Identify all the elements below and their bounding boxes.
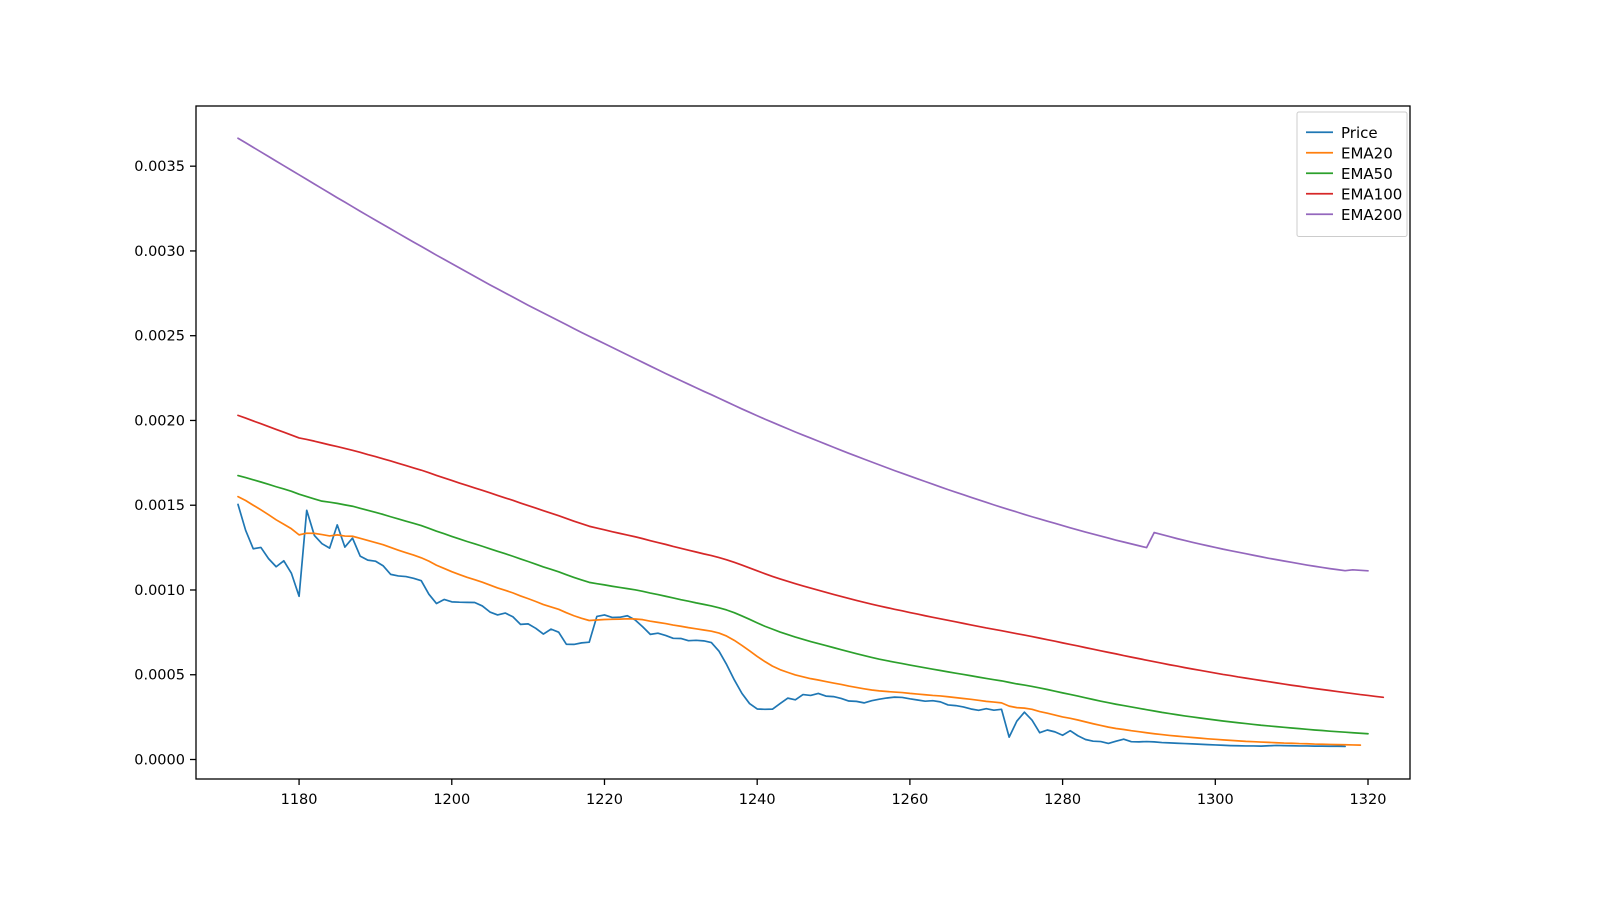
y-tick-label: 0.0030 bbox=[134, 244, 185, 260]
legend-frame bbox=[1296, 111, 1408, 237]
y-tick-label: 0.0000 bbox=[134, 753, 185, 769]
x-tick-label: 1300 bbox=[1197, 792, 1234, 808]
x-tick-label: 1220 bbox=[586, 792, 623, 808]
series-line-ema20 bbox=[237, 495, 1362, 746]
y-tick-label: 0.0020 bbox=[134, 413, 185, 429]
x-tick-label: 1320 bbox=[1350, 792, 1387, 808]
x-tick-label: 1280 bbox=[1044, 792, 1081, 808]
series-line-price bbox=[237, 503, 1346, 748]
chart-legend[interactable]: Price EMA20 EMA50 EMA100 EMA200 bbox=[1296, 111, 1408, 237]
x-tick-label: 1260 bbox=[891, 792, 928, 808]
series-line-ema50 bbox=[237, 474, 1369, 735]
y-tick-label: 0.0035 bbox=[134, 159, 185, 175]
legend-label-price[interactable]: Price bbox=[1341, 124, 1378, 142]
legend-label-ema100[interactable]: EMA100 bbox=[1341, 185, 1402, 203]
data-series-group bbox=[237, 137, 1385, 748]
series-line-ema100 bbox=[237, 414, 1385, 699]
x-tick-label: 1240 bbox=[739, 792, 776, 808]
legend-label-ema20[interactable]: EMA20 bbox=[1341, 144, 1393, 162]
y-tick-label: 0.0025 bbox=[134, 329, 185, 345]
legend-label-ema50[interactable]: EMA50 bbox=[1341, 165, 1393, 183]
legend-label-ema200[interactable]: EMA200 bbox=[1341, 206, 1402, 224]
series-line-ema200 bbox=[237, 137, 1369, 572]
axis-ticks: 0.0000 0.0005 0.0010 0.0015 0.0020 0.0025 0.00… bbox=[134, 159, 1386, 808]
x-tick-label: 1180 bbox=[281, 792, 318, 808]
x-tick-label: 1200 bbox=[433, 792, 470, 808]
y-tick-label: 0.0010 bbox=[134, 583, 185, 599]
y-tick-label: 0.0015 bbox=[134, 498, 185, 514]
plot-background bbox=[196, 106, 1410, 779]
axis-spines bbox=[195, 105, 1411, 780]
y-tick-label: 0.0005 bbox=[134, 668, 185, 684]
